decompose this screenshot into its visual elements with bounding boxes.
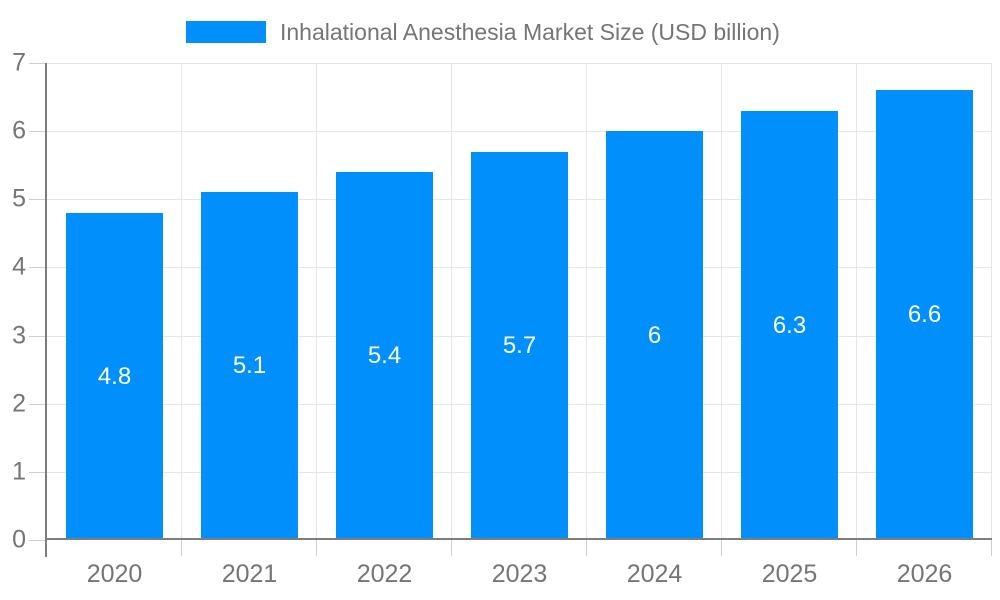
y-axis-label: 5	[12, 184, 26, 213]
y-axis-tick	[29, 63, 45, 64]
x-axis-label: 2026	[896, 560, 953, 588]
bar-value-label: 6.6	[907, 301, 942, 328]
bar-2024[interactable]: 6	[606, 131, 703, 540]
y-axis-label: 2	[12, 389, 26, 418]
y-axis-tick	[29, 336, 45, 337]
y-axis-label: 7	[12, 48, 26, 77]
x-axis-tick	[451, 540, 452, 556]
x-axis-tick	[856, 540, 857, 556]
bar-2021[interactable]: 5.1	[201, 192, 298, 540]
v-gridline	[316, 63, 317, 540]
y-axis-label: 6	[12, 116, 26, 145]
y-axis-tick	[29, 199, 45, 200]
y-axis-tick	[29, 131, 45, 132]
plot-area: 4.8 5.1 5.4 5.7 6 6.3 6.6	[47, 63, 992, 540]
h-gridline	[47, 131, 992, 133]
y-axis-label: 4	[12, 252, 26, 281]
x-axis-label: 2025	[761, 560, 818, 588]
bar-value-label: 6	[647, 321, 662, 349]
x-axis-label: 2021	[221, 560, 278, 588]
v-gridline	[586, 63, 587, 540]
v-gridline	[856, 63, 857, 540]
x-axis-tick	[586, 540, 587, 556]
bar-value-label: 4.8	[97, 362, 132, 390]
x-axis-line	[47, 538, 992, 540]
legend-item[interactable]: Inhalational Anesthesia Market Size (USD…	[186, 19, 780, 45]
y-axis-label: 0	[12, 525, 26, 554]
y-axis-label: 1	[12, 457, 26, 486]
x-axis-tick	[991, 540, 992, 556]
bar-2026[interactable]: 6.6	[876, 90, 973, 540]
x-axis-label: 2022	[356, 560, 413, 588]
v-gridline	[451, 63, 452, 540]
y-axis-tick	[29, 404, 45, 405]
bar-value-label: 5.4	[367, 342, 402, 369]
x-axis-tick	[316, 540, 317, 556]
y-axis-label: 3	[12, 321, 26, 350]
x-axis-label: 2023	[491, 560, 548, 588]
bar-2022[interactable]: 5.4	[336, 172, 433, 540]
x-axis-label: 2020	[86, 560, 143, 588]
x-axis-tick	[181, 540, 182, 556]
v-gridline	[181, 63, 182, 540]
h-gridline	[47, 63, 992, 64]
y-axis-tick	[29, 267, 45, 268]
y-axis-tick	[29, 472, 45, 473]
bar-value-label: 5.7	[502, 332, 537, 359]
x-axis-label: 2024	[626, 560, 683, 588]
v-gridline	[721, 63, 722, 540]
legend-label: Inhalational Anesthesia Market Size (USD…	[280, 19, 780, 45]
legend-swatch-icon	[186, 21, 266, 43]
y-axis-line	[45, 63, 47, 557]
bar-value-label: 5.1	[232, 352, 267, 379]
bar-2023[interactable]: 5.7	[471, 152, 568, 540]
bar-value-label: 6.3	[772, 311, 807, 339]
y-axis-tick	[29, 540, 45, 541]
bar-2025[interactable]: 6.3	[741, 111, 838, 540]
x-axis-tick	[721, 540, 722, 556]
bar-2020[interactable]: 4.8	[66, 213, 163, 540]
v-gridline	[991, 63, 992, 540]
